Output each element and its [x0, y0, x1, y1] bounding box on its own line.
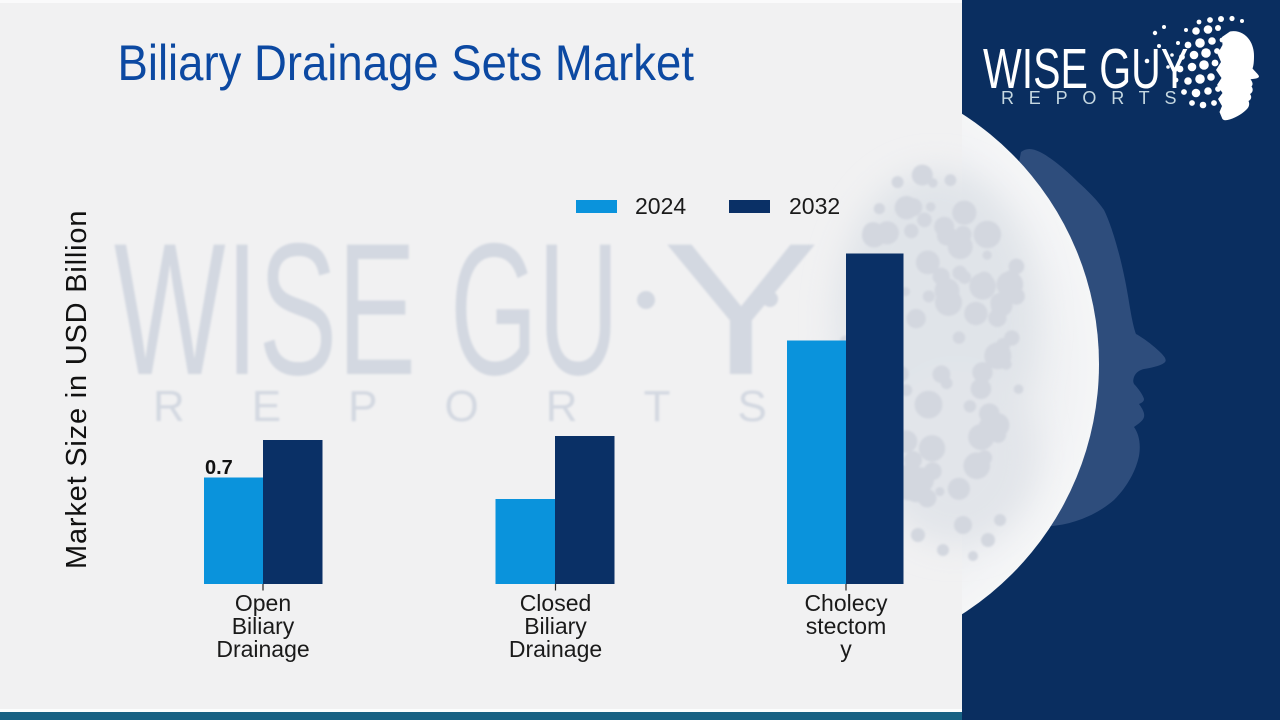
svg-text:2024: 2024 [635, 193, 686, 219]
svg-text:GU: GU [450, 204, 619, 414]
svg-text:0.7: 0.7 [205, 457, 233, 479]
svg-text:2032: 2032 [789, 193, 840, 219]
svg-text:WISE GUY: WISE GUY [983, 36, 1188, 100]
svg-text:REPORTS: REPORTS [1001, 88, 1191, 108]
svg-text:Biliary Drainage Sets Market: Biliary Drainage Sets Market [118, 36, 694, 91]
svg-text:Market Size in USD Billion: Market Size in USD Billion [61, 210, 93, 569]
svg-text:WISE: WISE [114, 205, 416, 414]
svg-text:REPORTS: REPORTS [153, 382, 834, 431]
